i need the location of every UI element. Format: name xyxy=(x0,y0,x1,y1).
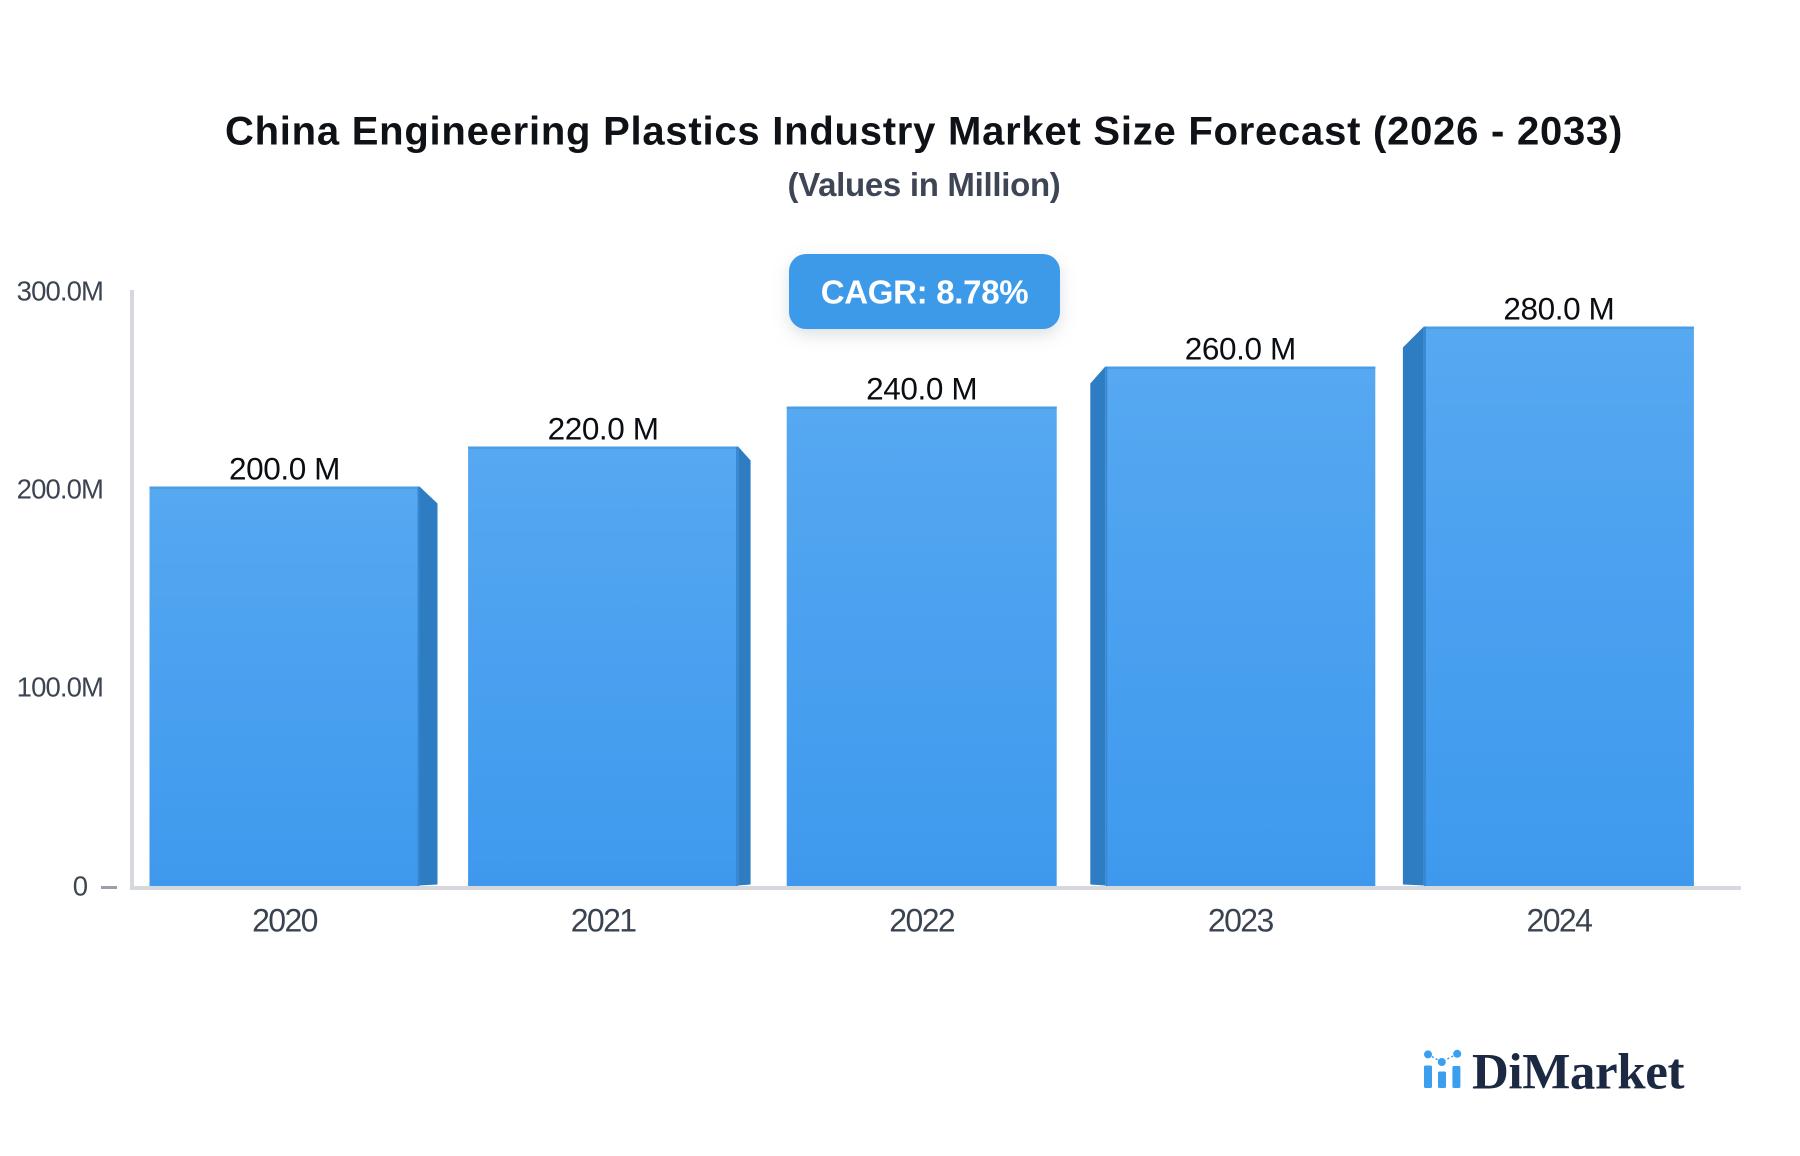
svg-text:2020: 2020 xyxy=(252,903,318,939)
svg-text:2022: 2022 xyxy=(889,903,955,939)
svg-text:280.0 M: 280.0 M xyxy=(1503,291,1614,327)
svg-text:China Engineering Plastics Ind: China Engineering Plastics Industry Mark… xyxy=(225,110,1623,154)
svg-text:240.0 M: 240.0 M xyxy=(866,371,977,407)
svg-text:CAGR: 8.78%: CAGR: 8.78% xyxy=(821,274,1029,311)
svg-text:DiMarket: DiMarket xyxy=(1472,1045,1684,1101)
svg-text:2023: 2023 xyxy=(1208,903,1274,939)
svg-text:0: 0 xyxy=(73,871,88,902)
svg-text:2021: 2021 xyxy=(571,903,637,939)
svg-text:200.0M: 200.0M xyxy=(17,474,103,505)
svg-text:2024: 2024 xyxy=(1527,903,1593,939)
svg-text:260.0 M: 260.0 M xyxy=(1185,331,1296,367)
svg-text:100.0M: 100.0M xyxy=(17,672,103,703)
svg-text:300.0M: 300.0M xyxy=(17,276,103,307)
svg-text:220.0 M: 220.0 M xyxy=(548,411,659,447)
svg-text:200.0 M: 200.0 M xyxy=(229,451,340,487)
svg-text:(Values in Million): (Values in Million) xyxy=(788,166,1061,203)
